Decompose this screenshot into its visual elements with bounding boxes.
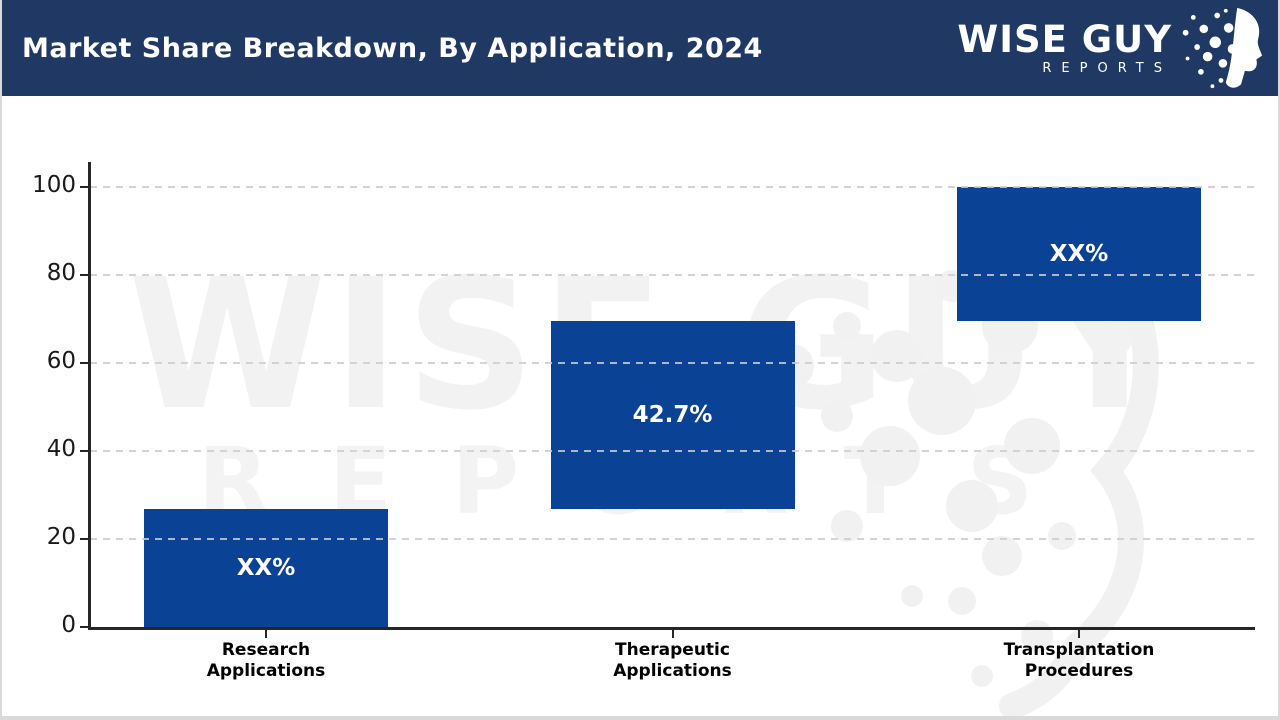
- y-tick-mark-100: [80, 186, 90, 188]
- wise-guy-logo: WISE GUY REPORTS: [957, 4, 1264, 92]
- y-tick-label-100: 100: [32, 172, 76, 198]
- logo-text: WISE GUY REPORTS: [957, 21, 1172, 76]
- y-tick-label-80: 80: [46, 260, 76, 286]
- gridline-80: [90, 274, 1255, 276]
- gridline-100: [90, 186, 1255, 188]
- y-tick-mark-0: [80, 626, 90, 628]
- bar-value-label-transplantation-procedures: XX%: [1049, 240, 1109, 267]
- gridline-20: [90, 538, 1255, 540]
- x-category-label-line: Research: [221, 640, 311, 660]
- gridline-60: [90, 362, 1255, 364]
- x-axis-line: [88, 627, 1255, 630]
- bar-therapeutic-applications: 42.7%: [550, 320, 795, 509]
- x-category-label-line: Transplantation: [1003, 640, 1155, 660]
- y-axis-line: [88, 162, 91, 629]
- y-tick-label-40: 40: [46, 436, 76, 462]
- x-category-label-line: Applications: [613, 661, 732, 681]
- bar-transplantation-procedures: XX%: [957, 187, 1201, 321]
- y-tick-label-60: 60: [46, 348, 76, 374]
- x-category-label-transplantation-procedures: Transplantation Procedures: [919, 640, 1239, 682]
- header-bar: Market Share Breakdown, By Application, …: [2, 0, 1278, 96]
- x-tick-mark-transplantation-procedures: [1078, 629, 1080, 638]
- bar-research-applications: XX%: [144, 508, 388, 627]
- y-tick-label-0: 0: [61, 612, 76, 638]
- y-tick-mark-80: [80, 274, 90, 276]
- logo-wordmark: WISE GUY: [957, 17, 1172, 61]
- x-tick-mark-therapeutic-applications: [671, 629, 674, 638]
- y-tick-mark-20: [80, 538, 90, 540]
- bar-value-label-therapeutic-applications: 42.7%: [632, 401, 713, 428]
- y-tick-label-20: 20: [46, 524, 76, 550]
- x-category-label-line: Applications: [206, 661, 326, 681]
- x-category-label-line: Procedures: [1024, 661, 1134, 681]
- plot-area: 0 20 40 60 80 100 XX% Research Applications 42.7%…: [2, 96, 1278, 716]
- gridline-40: [90, 450, 1255, 452]
- chart-title: Market Share Breakdown, By Application, …: [22, 32, 763, 64]
- x-tick-mark-research-applications: [265, 629, 267, 638]
- x-category-label-research-applications: Research Applications: [106, 640, 426, 682]
- logo-face-icon: [1182, 7, 1263, 89]
- x-category-label-line: Therapeutic: [615, 640, 730, 660]
- y-tick-mark-40: [80, 450, 90, 452]
- logo-subtitle: REPORTS: [1042, 60, 1172, 76]
- bar-value-label-research-applications: XX%: [236, 554, 296, 581]
- y-tick-mark-60: [80, 362, 90, 364]
- x-category-label-therapeutic-applications: Therapeutic Applications: [513, 640, 833, 682]
- chart-canvas: WISE GUY REPORTS 020406080100XX%Research…: [2, 96, 1278, 716]
